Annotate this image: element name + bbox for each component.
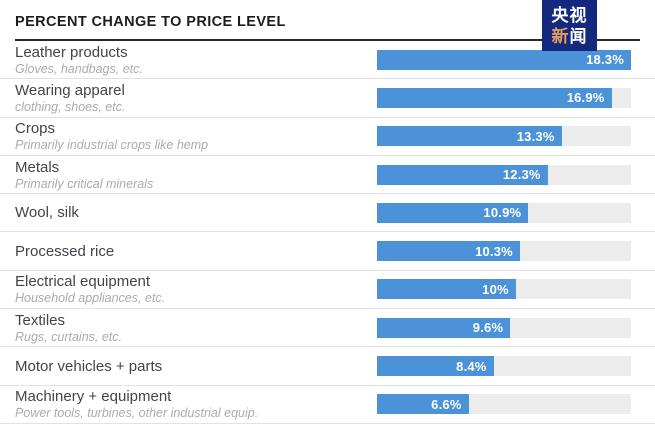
bar-value-label: 8.4%: [456, 358, 487, 374]
category-label: Electrical equipment: [15, 273, 151, 291]
row-labels: Processed rice: [15, 243, 377, 260]
bar-track: 6.6%: [377, 394, 631, 415]
bar-fill: 9.6%: [377, 317, 511, 338]
chart-rows: Leather products Gloves, handbags, etc. …: [0, 41, 655, 424]
chart-row: Leather products Gloves, handbags, etc. …: [0, 41, 655, 80]
row-labels: Leather products Gloves, handbags, etc.: [15, 44, 377, 76]
chart-row: Electrical equipment Household appliance…: [0, 271, 655, 310]
category-subtitle: Power tools, turbines, other industrial …: [15, 406, 259, 421]
bar-fill: 10.3%: [377, 241, 520, 262]
chart-row: Metals Primarily critical minerals 12.3%: [0, 156, 655, 195]
page-title: PERCENT CHANGE TO PRICE LEVEL: [15, 14, 286, 30]
category-subtitle: Rugs, curtains, etc.: [15, 329, 122, 344]
category-label: Crops: [15, 120, 56, 138]
bar-track: 10.3%: [377, 241, 631, 262]
header-rule: [15, 39, 640, 41]
category-label: Wearing apparel: [15, 81, 125, 99]
category-subtitle: Primarily industrial crops like hemp: [15, 138, 209, 153]
row-labels: Motor vehicles + parts: [15, 358, 377, 375]
category-label: Processed rice: [15, 242, 115, 260]
bar-value-label: 10.9%: [483, 205, 522, 221]
bar-track: 18.3%: [377, 49, 631, 70]
bar-value-label: 18.3%: [586, 52, 624, 68]
row-labels: Textiles Rugs, curtains, etc.: [15, 312, 377, 344]
bar-value-label: 10%: [482, 281, 509, 297]
row-labels: Wearing apparel clothing, shoes, etc.: [15, 82, 377, 114]
bar-fill: 12.3%: [377, 164, 548, 185]
category-label: Metals: [15, 158, 60, 176]
logo-line1: 央视: [551, 5, 588, 25]
bar-track: 16.9%: [377, 87, 631, 108]
chart-row: Textiles Rugs, curtains, etc. 9.6%: [0, 309, 655, 348]
category-subtitle: clothing, shoes, etc.: [15, 99, 126, 114]
bar-fill: 16.9%: [377, 87, 612, 108]
row-labels: Wool, silk: [15, 204, 377, 221]
cctv-news-logo: 央视 新闻: [542, 0, 597, 51]
category-subtitle: Gloves, handbags, etc.: [15, 61, 143, 76]
chart-row: Processed rice 10.3%: [0, 232, 655, 271]
bar-track: 13.3%: [377, 126, 631, 147]
bar-value-label: 10.3%: [475, 243, 513, 259]
bar-value-label: 6.6%: [431, 396, 462, 412]
category-subtitle: Primarily critical minerals: [15, 176, 154, 191]
category-subtitle: Household appliances, etc.: [15, 291, 166, 306]
bar-track: 12.3%: [377, 164, 631, 185]
row-labels: Electrical equipment Household appliance…: [15, 273, 377, 305]
category-label: Motor vehicles + parts: [15, 357, 163, 375]
chart-row: Motor vehicles + parts 8.4%: [0, 347, 655, 386]
bar-value-label: 9.6%: [472, 320, 504, 336]
chart-row: Wool, silk 10.9%: [0, 194, 655, 233]
bar-track: 8.4%: [377, 356, 631, 377]
bar-track: 10%: [377, 279, 631, 300]
category-label: Textiles: [15, 311, 66, 329]
row-labels: Metals Primarily critical minerals: [15, 159, 377, 191]
row-labels: Machinery + equipment Power tools, turbi…: [15, 388, 377, 420]
chart-row: Crops Primarily industrial crops like he…: [0, 118, 655, 156]
category-label: Wool, silk: [15, 204, 79, 222]
logo-line2: 新闻: [552, 26, 588, 47]
logo-line2-accent-char: 新: [551, 26, 570, 46]
chart-row: Wearing apparel clothing, shoes, etc. 16…: [0, 79, 655, 118]
bar-fill: 6.6%: [377, 394, 469, 415]
category-label: Leather products: [15, 43, 128, 61]
bar-fill: 10%: [377, 279, 516, 300]
bar-track: 9.6%: [377, 317, 631, 338]
bar-value-label: 12.3%: [502, 167, 541, 183]
logo-line2-rest: 闻: [569, 26, 588, 46]
bar-fill: 8.4%: [377, 356, 494, 377]
bar-fill: 13.3%: [377, 126, 562, 147]
chart-header: PERCENT CHANGE TO PRICE LEVEL: [0, 0, 655, 41]
bar-value-label: 16.9%: [566, 90, 605, 106]
bar-fill: 18.3%: [377, 49, 631, 70]
row-labels: Crops Primarily industrial crops like he…: [15, 120, 377, 152]
bar-fill: 10.9%: [377, 202, 529, 223]
bar-value-label: 13.3%: [516, 128, 555, 144]
bar-track: 10.9%: [377, 202, 631, 223]
chart-row: Machinery + equipment Power tools, turbi…: [0, 386, 655, 424]
category-label: Machinery + equipment: [15, 388, 172, 406]
